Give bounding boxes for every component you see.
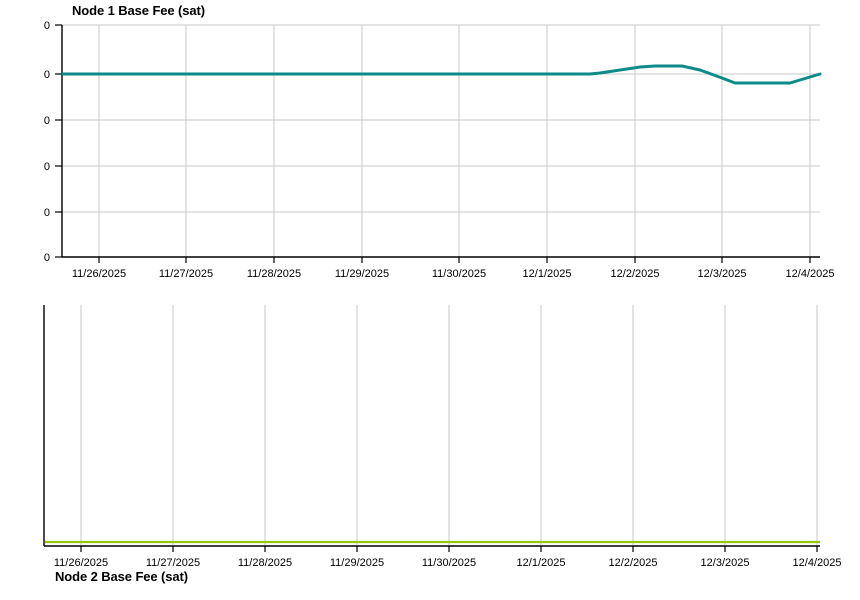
- horizontal-gridlines-node-1: [62, 24, 820, 213]
- y-tick-marks-node-1: [55, 24, 62, 258]
- x-tick-label: 11/29/2025: [335, 268, 389, 280]
- x-tick-label: 11/26/2025: [72, 268, 126, 280]
- x-tick-label: 12/1/2025: [523, 268, 572, 280]
- x-tick-label: 11/26/2025: [54, 557, 108, 569]
- x-tick-label: 11/28/2025: [247, 268, 301, 280]
- y-tick-label: 0: [44, 69, 50, 81]
- chart-title-node-1: Node 1 Base Fee (sat): [72, 3, 206, 18]
- y-tick-label: 0: [44, 161, 50, 173]
- x-tick-label: 11/27/2025: [146, 557, 200, 569]
- y-tick-label: 0: [44, 207, 50, 219]
- x-tick-label: 12/3/2025: [698, 268, 747, 280]
- x-tick-label: 12/4/2025: [786, 268, 835, 280]
- data-line-node-1: [61, 64, 822, 85]
- x-tick-label: 11/30/2025: [422, 557, 476, 569]
- chart-title-node-2: Node 2 Base Fee (sat): [55, 569, 189, 584]
- x-tick-marks-node-1: [98, 257, 811, 263]
- x-tick-label: 12/2/2025: [609, 557, 658, 569]
- y-tick-label: 0: [44, 115, 50, 127]
- chart-plot-node-1: 0 0 0 0 0 0 11/26/2025: [44, 20, 835, 280]
- x-tick-label: 11/30/2025: [432, 268, 486, 280]
- y-tick-label: 0: [44, 20, 50, 32]
- x-tick-label: 12/4/2025: [793, 557, 842, 569]
- x-tick-label: 11/27/2025: [159, 268, 213, 280]
- x-tick-label: 11/28/2025: [238, 557, 292, 569]
- x-tick-marks-node-2: [80, 546, 818, 552]
- vertical-gridlines-node-1: [98, 25, 811, 257]
- x-tick-label: 12/1/2025: [517, 557, 566, 569]
- y-tick-labels-node-1: 0 0 0 0 0 0: [44, 20, 50, 264]
- x-tick-label: 11/29/2025: [330, 557, 384, 569]
- chart-plot-node-2: 11/26/2025 11/27/2025 11/28/2025 11/29/2…: [43, 305, 842, 569]
- x-tick-labels-node-2: 11/26/2025 11/27/2025 11/28/2025 11/29/2…: [54, 557, 842, 569]
- vertical-gridlines-node-2: [80, 305, 818, 546]
- x-tick-label: 12/3/2025: [701, 557, 750, 569]
- chart-panel-node-2: Node 2 Base Fee (sat): [0, 283, 860, 584]
- y-tick-label: 0: [44, 252, 50, 264]
- chart-panel-node-1: Node 1 Base Fee (sat): [0, 0, 860, 283]
- x-tick-labels-node-1: 11/26/2025 11/27/2025 11/28/2025 11/29/2…: [72, 268, 835, 280]
- x-tick-label: 12/2/2025: [611, 268, 660, 280]
